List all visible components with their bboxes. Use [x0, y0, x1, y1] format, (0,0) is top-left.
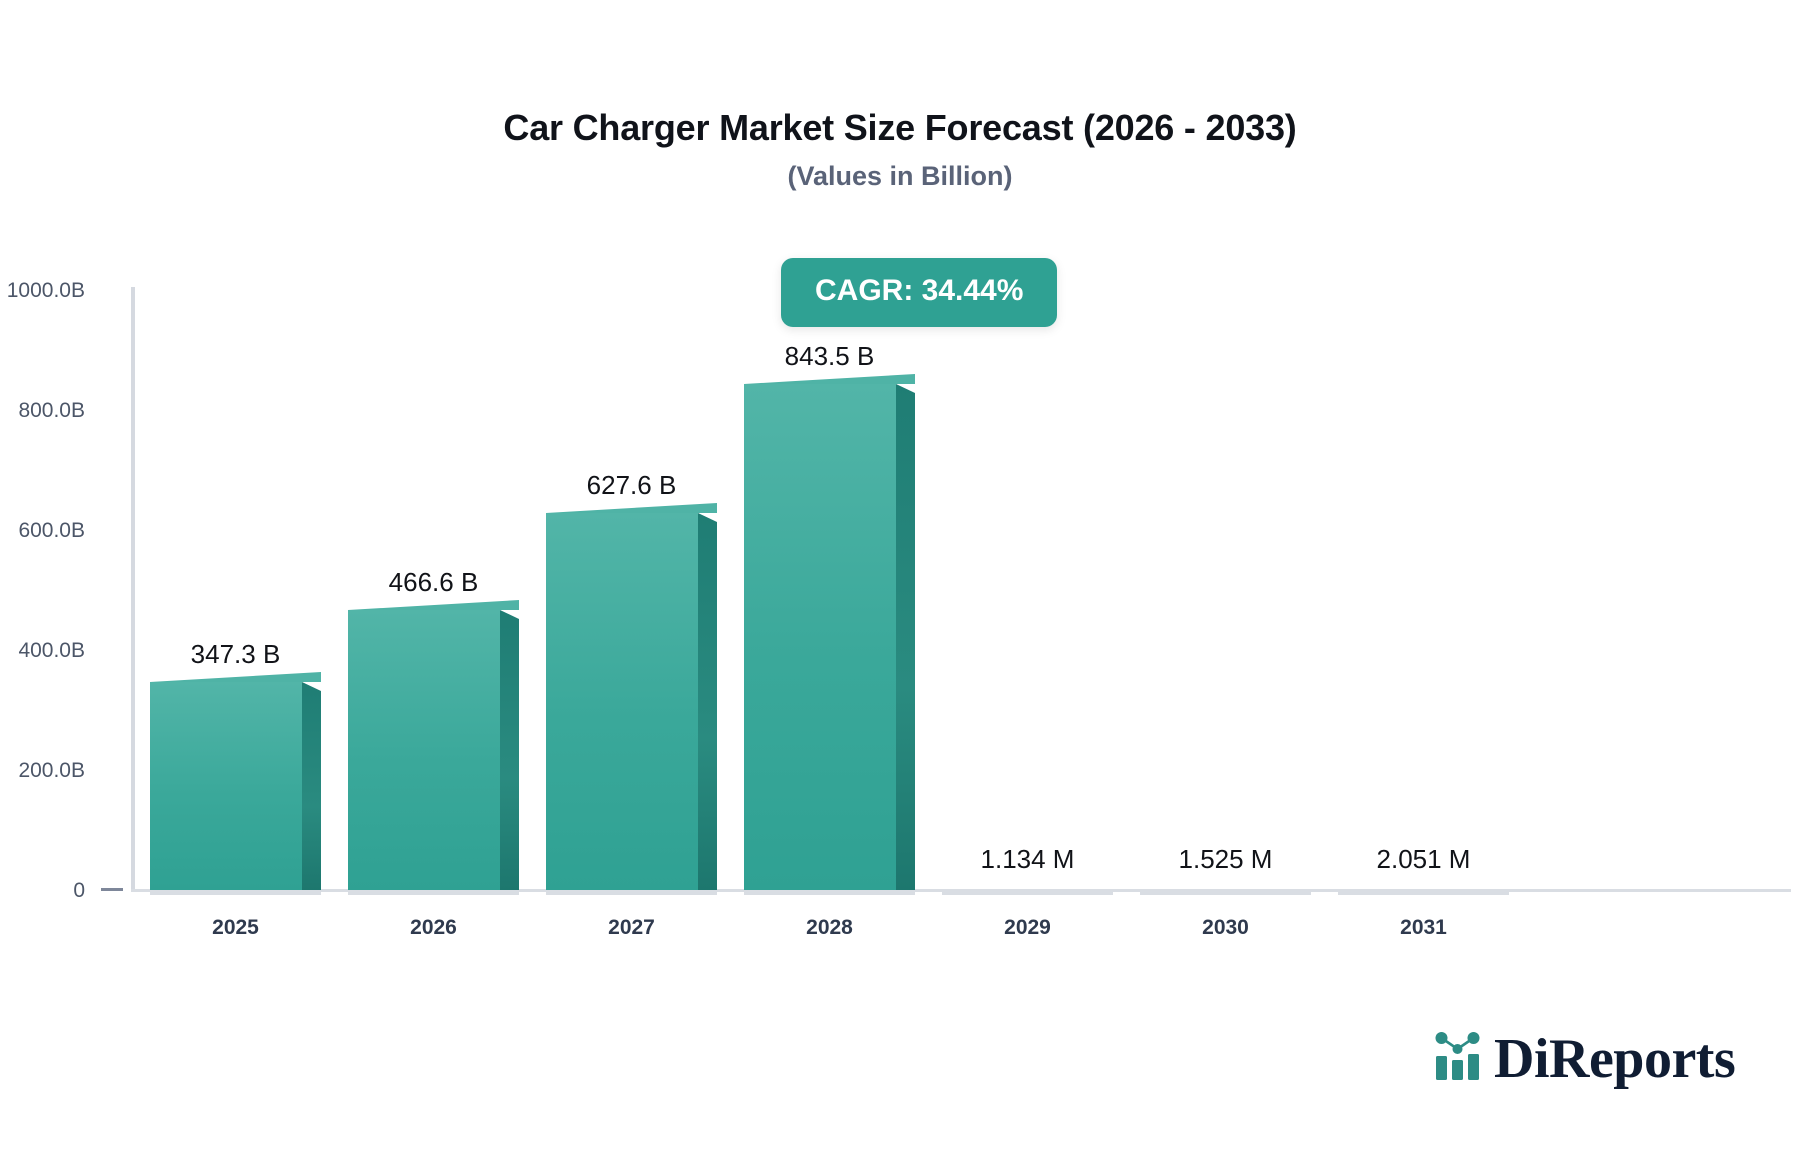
- bar-2026[interactable]: 466.6 B: [348, 567, 519, 895]
- cagr-badge: CAGR: 34.44%: [781, 258, 1058, 327]
- x-axis-tick-label: 2030: [1202, 916, 1249, 939]
- x-axis-tick-label: 2029: [1004, 916, 1051, 939]
- bar-face: [150, 682, 302, 890]
- y-axis-tick-label: 0: [73, 879, 85, 902]
- bar-value-label: 1.134 M: [980, 844, 1075, 874]
- bar-face: [348, 610, 500, 890]
- bar-value-label: 627.6 B: [586, 470, 677, 500]
- x-axis-tick-label: 2025: [212, 916, 259, 939]
- bar-base-strip: [348, 889, 519, 895]
- y-axis-line: [131, 287, 135, 891]
- bar-value-label: 1.525 M: [1178, 844, 1273, 874]
- bar-2025[interactable]: 347.3 B: [150, 639, 321, 895]
- chart-subtitle: (Values in Billion): [787, 160, 1013, 191]
- bar-2030[interactable]: 1.525 M: [1140, 844, 1311, 895]
- chart-title: Car Charger Market Size Forecast (2026 -…: [503, 107, 1297, 148]
- bar-2027[interactable]: 627.6 B: [546, 470, 717, 895]
- bar-side-3d: [500, 610, 519, 890]
- x-axis-tick-label: 2028: [806, 916, 853, 939]
- brand-logo: DiReports: [1432, 1027, 1736, 1090]
- bar-top-3d: [150, 672, 321, 682]
- bar-side-3d: [302, 682, 321, 890]
- y-axis-tick-label: 400.0B: [18, 639, 85, 662]
- bar-base-strip: [1140, 889, 1311, 895]
- bar-top-3d: [348, 600, 519, 610]
- bar-base-strip: [546, 889, 717, 895]
- y-axis-tick-label: 800.0B: [18, 399, 85, 422]
- y-axis-zero-tick: [101, 888, 123, 891]
- bar-2029[interactable]: 1.134 M: [942, 844, 1113, 895]
- bar-value-label: 2.051 M: [1376, 844, 1471, 874]
- x-axis-tick-label: 2026: [410, 916, 457, 939]
- y-axis-tick-label: 1000.0B: [6, 279, 85, 302]
- x-axis-tick-label: 2027: [608, 916, 655, 939]
- x-axis-tick-label: 2031: [1400, 916, 1447, 939]
- bar-base-strip: [150, 889, 321, 895]
- logo-wordmark: DiReports: [1494, 1027, 1736, 1090]
- bar-top-3d: [546, 503, 717, 513]
- bar-side-3d: [896, 384, 915, 890]
- bar-face: [744, 384, 896, 890]
- bar-top-3d: [744, 374, 915, 384]
- bar-value-label: 466.6 B: [388, 567, 479, 597]
- chart-header: Car Charger Market Size Forecast (2026 -…: [0, 108, 1800, 191]
- bar-2028[interactable]: 843.5 B: [744, 341, 915, 895]
- bar-face: [546, 513, 698, 890]
- y-axis-tick-label: 200.0B: [18, 759, 85, 782]
- bar-value-label: 347.3 B: [190, 639, 281, 669]
- bar-value-label: 843.5 B: [784, 341, 875, 371]
- bar-2031[interactable]: 2.051 M: [1338, 844, 1509, 895]
- y-axis-tick-label: 600.0B: [18, 519, 85, 542]
- bar-base-strip: [942, 889, 1113, 895]
- bar-side-3d: [698, 513, 717, 890]
- bar-chart-logo-icon: [1432, 1030, 1484, 1087]
- bar-base-strip: [1338, 889, 1509, 895]
- bar-base-strip: [744, 889, 915, 895]
